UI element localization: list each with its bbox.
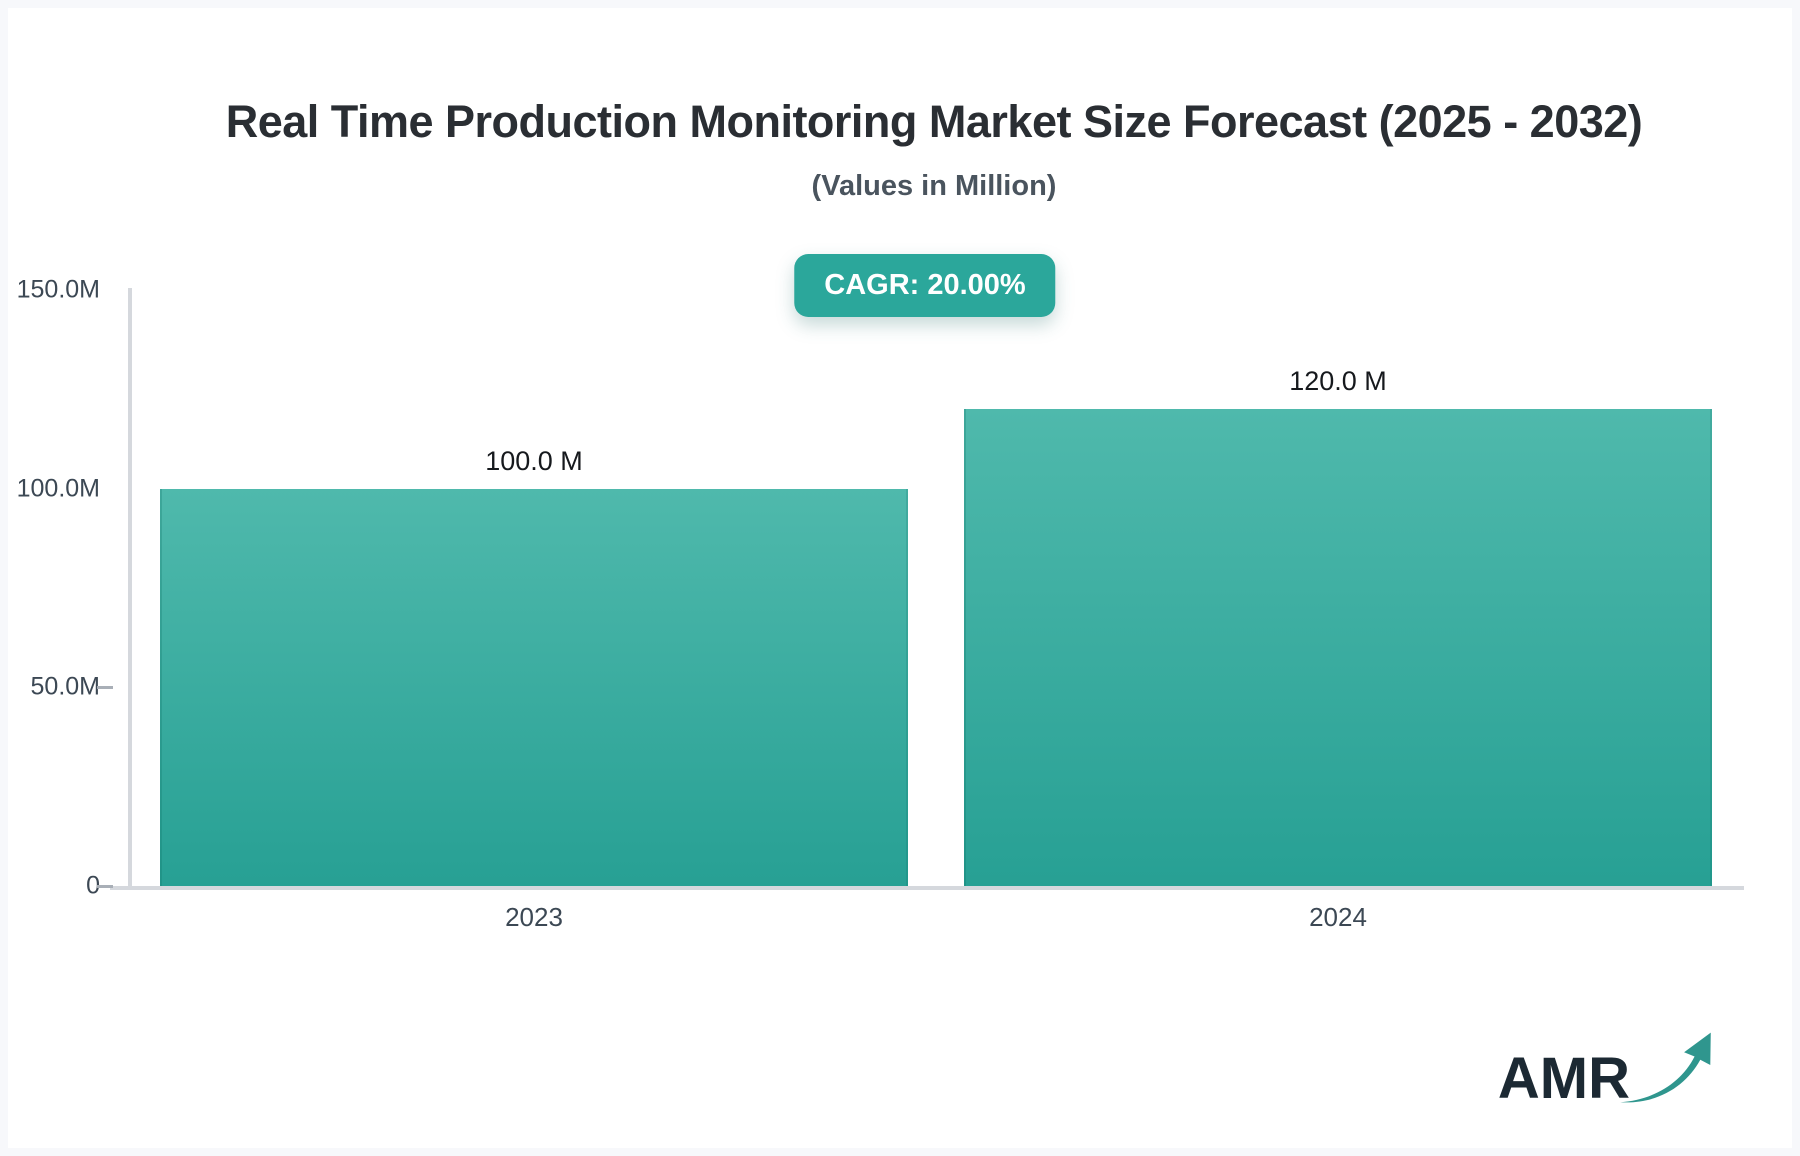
y-axis-line (128, 288, 132, 890)
chart-subtitle: (Values in Million) (811, 170, 1057, 202)
chart-title: Real Time Production Monitoring Market S… (225, 96, 1643, 147)
x-axis-labels: 2023 2024 (132, 902, 1740, 933)
bar-2024: 120.0 M (964, 366, 1712, 886)
y-axis-label: 150.0M (16, 275, 100, 304)
y-axis-tick (97, 884, 113, 888)
cagr-badge: CAGR: 20.00% (794, 254, 1056, 317)
y-axis-label: 100.0M (16, 474, 100, 503)
y-axis-labels: 0 50.0M 100.0M 150.0M (8, 276, 100, 900)
bar-value-label: 120.0 M (1289, 366, 1387, 397)
x-axis-label: 2024 (1309, 902, 1367, 932)
y-axis-label: 50.0M (30, 672, 100, 701)
bar-2023: 100.0 M (160, 446, 908, 886)
y-axis-label: 0 (86, 871, 100, 900)
growth-arrow-icon (1620, 1032, 1711, 1103)
bar-slot: 100.0 M (132, 290, 936, 886)
amr-logo: AMR (1498, 1026, 1714, 1108)
y-axis-tick (97, 685, 113, 689)
bars: 100.0 M 120.0 M (132, 290, 1740, 886)
bar-value-label: 100.0 M (485, 445, 583, 476)
amr-logo-text: AMR (1497, 1046, 1630, 1111)
bar-slot: 120.0 M (936, 290, 1740, 886)
x-axis-label: 2023 (505, 902, 563, 932)
x-axis-line (110, 886, 1744, 890)
